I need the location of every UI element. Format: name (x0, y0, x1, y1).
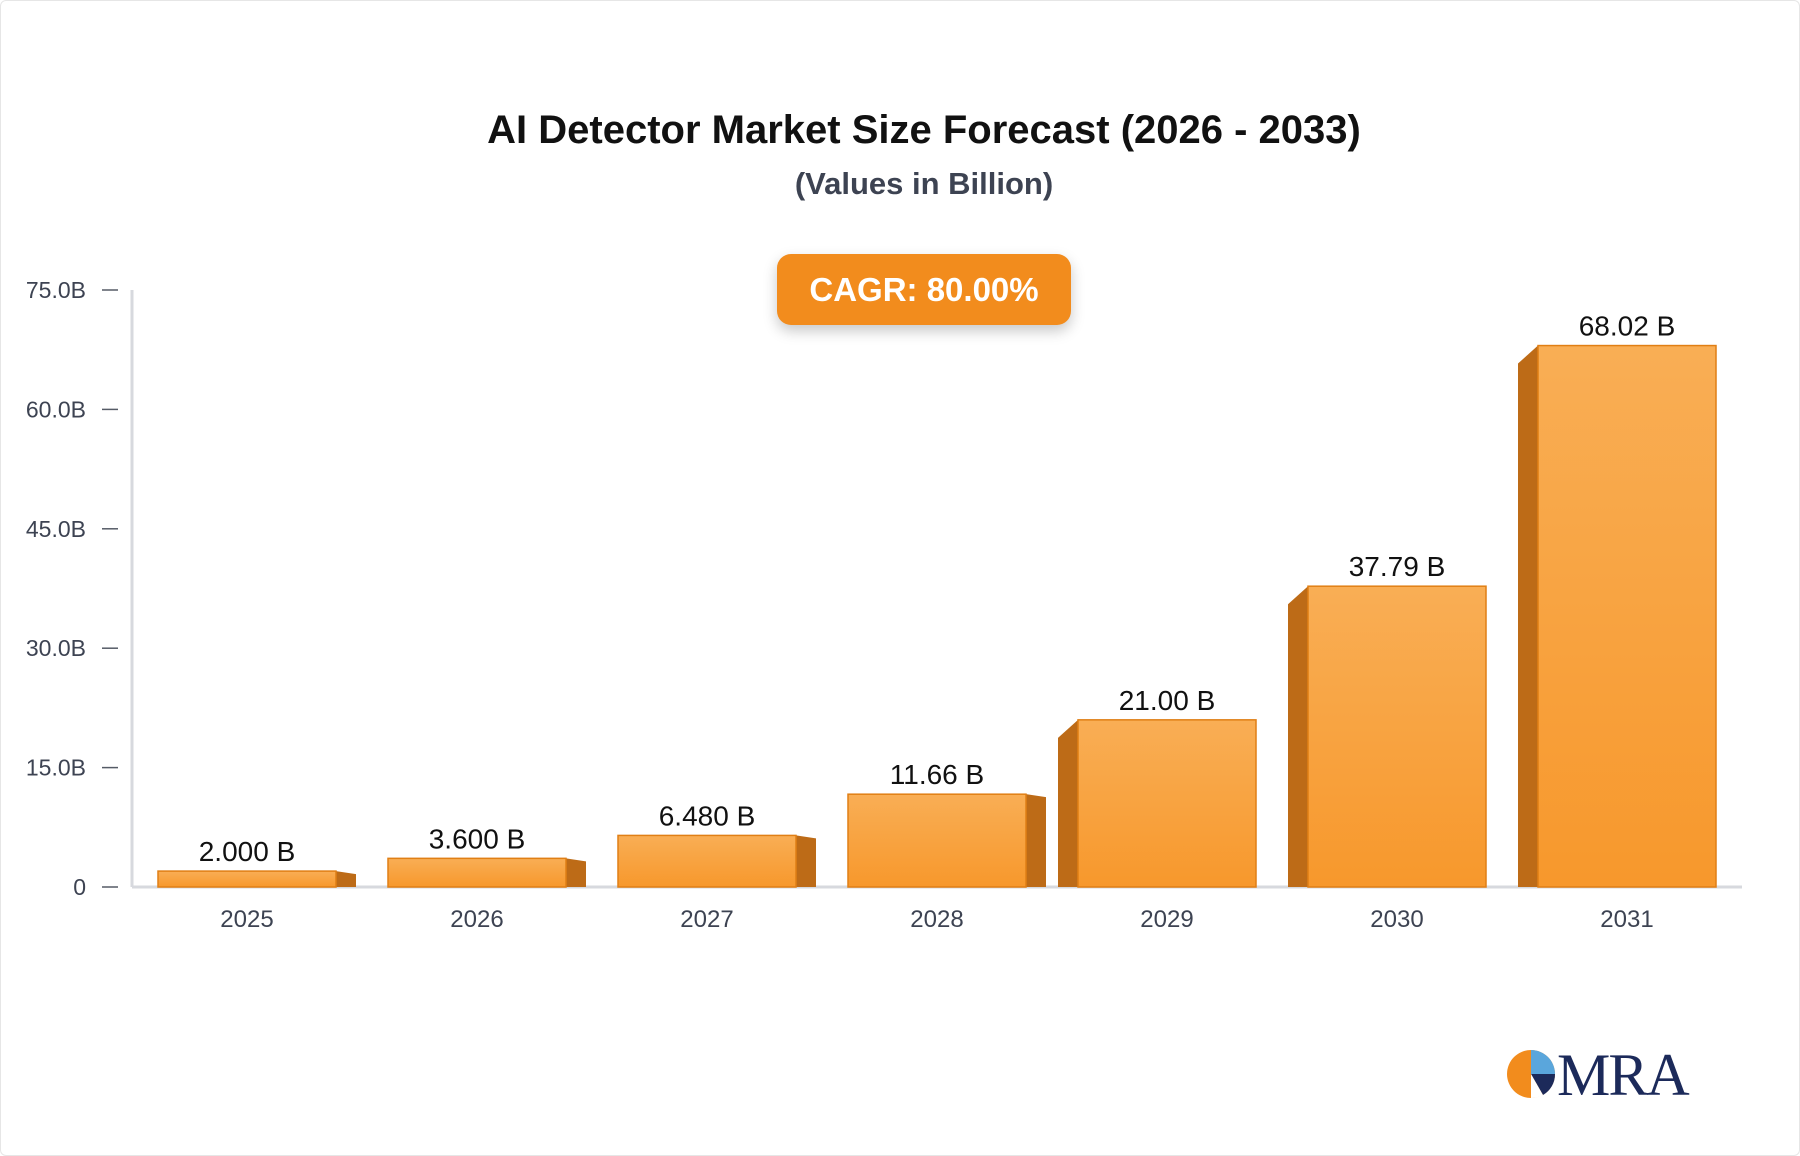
data-label: 21.00 B (1119, 685, 1216, 716)
bar (1307, 585, 1487, 888)
y-tick-label: 45.0B (26, 516, 86, 542)
x-tick-label: 2027 (680, 906, 733, 933)
bar (617, 834, 797, 888)
bar-side (336, 871, 356, 887)
y-tick-label: 60.0B (26, 396, 86, 422)
x-tick-label: 2030 (1370, 906, 1423, 933)
bar (847, 793, 1027, 888)
bar-2025 (157, 870, 356, 888)
bar-side (566, 858, 586, 887)
chart-title: AI Detector Market Size Forecast (2026 -… (487, 108, 1361, 152)
x-tick-label: 2028 (910, 906, 963, 933)
logo-text: MRA (1557, 1042, 1690, 1108)
bar-side (796, 835, 816, 887)
bar-side (1288, 586, 1308, 887)
y-tick-label: 0 (73, 874, 86, 900)
y-tick-label: 30.0B (26, 635, 86, 661)
data-label: 3.600 B (429, 823, 526, 854)
labels: 2.000 B 2025 3.600 B 2026 6.480 B 2027 11.66 B… (199, 311, 1676, 933)
bar (1077, 719, 1257, 888)
bar-2029 (1058, 719, 1257, 888)
bar-side (1058, 719, 1078, 887)
bar-2030 (1288, 585, 1487, 888)
x-tick-label: 2031 (1600, 906, 1653, 933)
pie-logo-icon (1507, 1050, 1556, 1099)
bar-2026 (387, 857, 586, 888)
bar-2031 (1518, 344, 1717, 888)
cagr-badge: CAGR: 80.00% (777, 254, 1071, 325)
bar (1537, 344, 1717, 888)
data-label: 2.000 B (199, 836, 296, 867)
x-tick-label: 2029 (1140, 906, 1193, 933)
mra-logo: MRA (1505, 1040, 1695, 1110)
y-tick-label: 15.0B (26, 755, 86, 781)
data-label: 68.02 B (1579, 311, 1676, 342)
data-label: 11.66 B (890, 759, 984, 790)
x-tick-label: 2026 (450, 906, 503, 933)
data-label: 37.79 B (1349, 551, 1446, 582)
bar-side (1518, 345, 1538, 887)
bar-side (1026, 794, 1046, 887)
y-tick-label: 75.0B (26, 277, 86, 303)
bar-2027 (617, 834, 816, 888)
bar (387, 857, 567, 888)
bar-2028 (847, 793, 1046, 888)
x-tick-label: 2025 (220, 906, 273, 933)
bars (157, 344, 1717, 888)
chart-subtitle: (Values in Billion) (794, 166, 1054, 201)
bar (157, 870, 337, 888)
data-label: 6.480 B (659, 800, 756, 831)
